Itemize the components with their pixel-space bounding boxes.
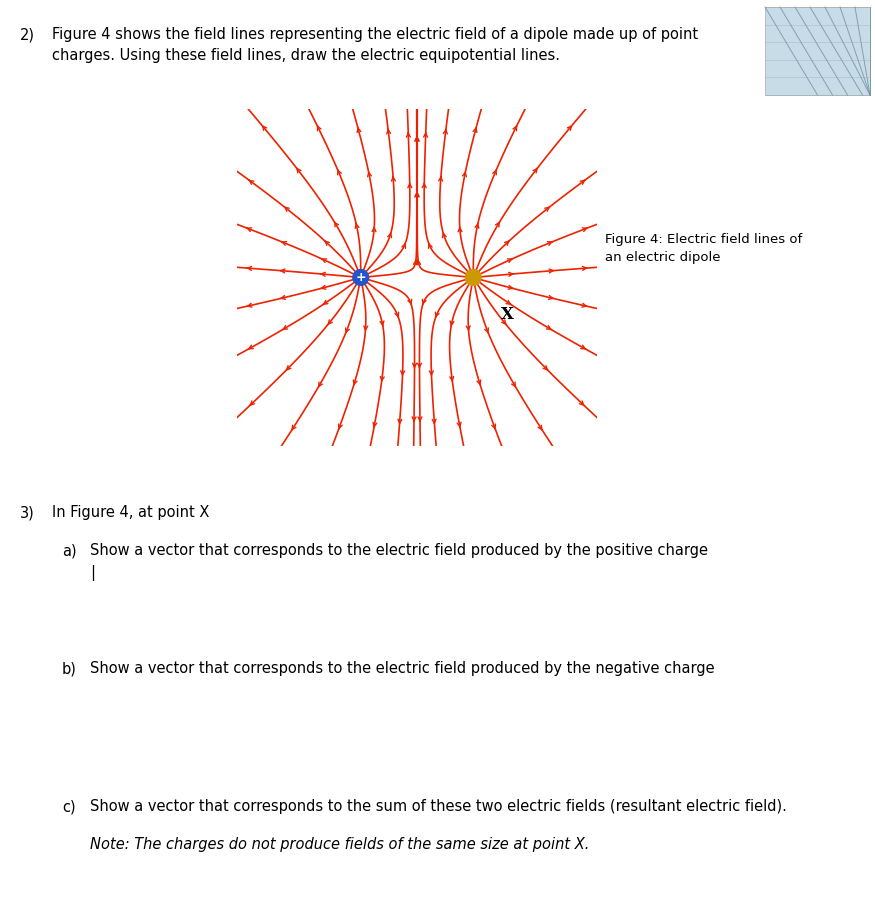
Circle shape	[353, 270, 368, 285]
Text: 3): 3)	[20, 505, 35, 520]
Text: Figure 4 shows the field lines representing the electric field of a dipole made : Figure 4 shows the field lines represent…	[52, 27, 698, 63]
Text: Note: The charges do not produce fields of the same size at point X.: Note: The charges do not produce fields …	[90, 837, 590, 852]
Text: b): b)	[62, 661, 77, 676]
Text: Show a vector that corresponds to the sum of these two electric fields (resultan: Show a vector that corresponds to the su…	[90, 799, 787, 814]
Text: +: +	[355, 271, 366, 284]
Text: Figure 4: Electric field lines of
an electric dipole: Figure 4: Electric field lines of an ele…	[605, 233, 802, 264]
Text: X: X	[500, 305, 514, 323]
Text: Show a vector that corresponds to the electric field produced by the negative ch: Show a vector that corresponds to the el…	[90, 661, 715, 676]
Text: |: |	[90, 565, 95, 581]
Text: In Figure 4, at point X: In Figure 4, at point X	[52, 505, 209, 520]
Bar	[765, 7, 870, 95]
Text: Show a vector that corresponds to the electric field produced by the positive ch: Show a vector that corresponds to the el…	[90, 543, 708, 558]
Text: a): a)	[62, 543, 77, 558]
Text: c): c)	[62, 799, 75, 814]
Circle shape	[466, 270, 481, 285]
Text: 2): 2)	[20, 28, 35, 43]
